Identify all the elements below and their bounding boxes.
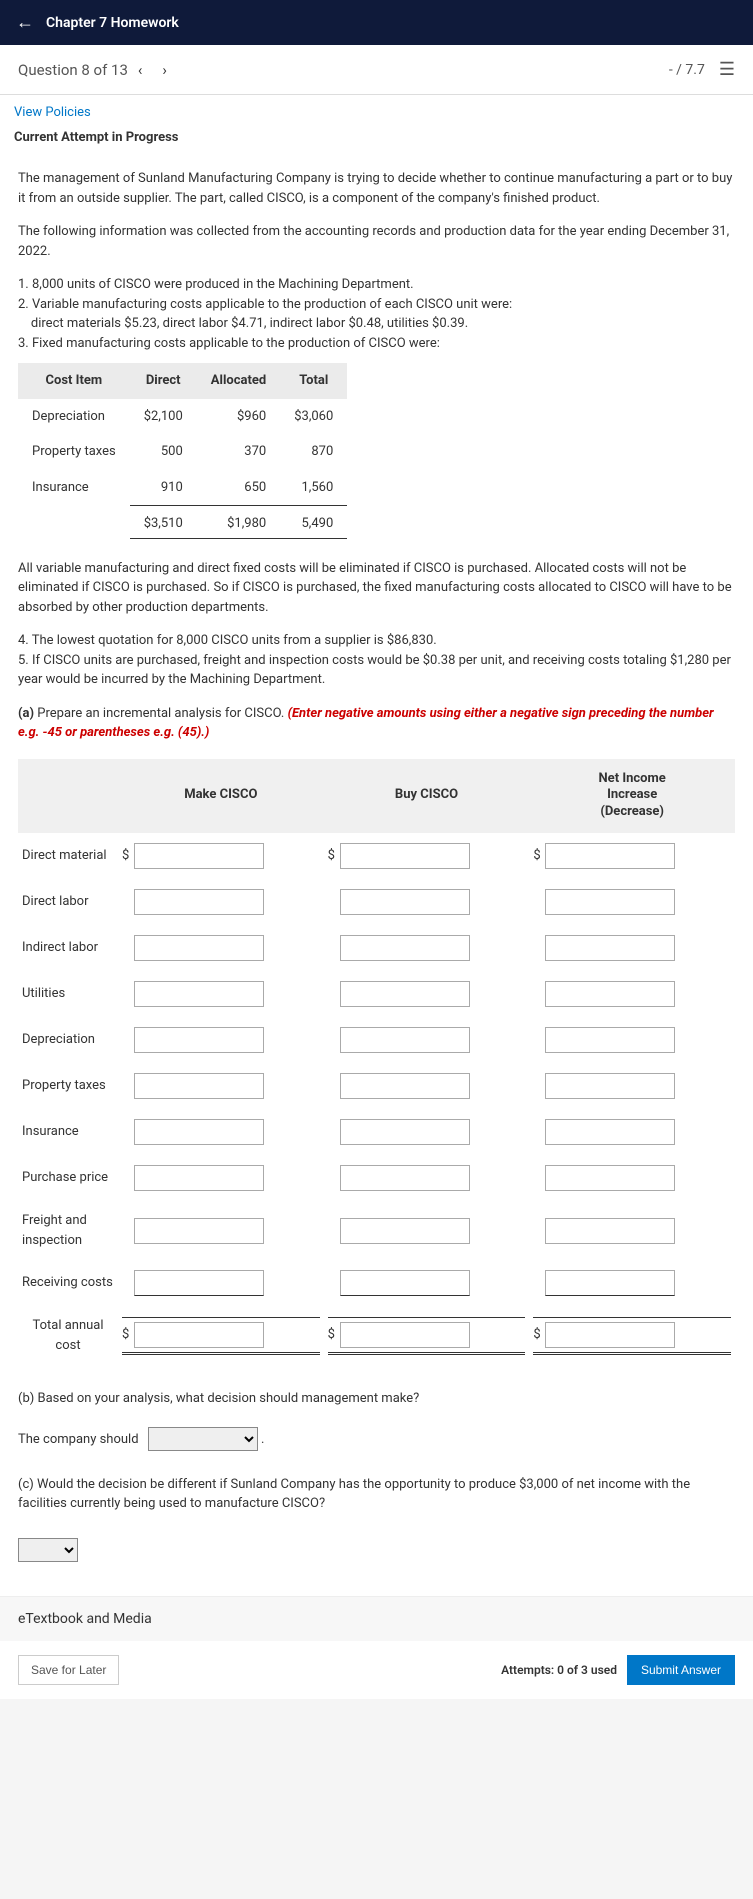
analysis-row: Direct material $ $ $: [18, 833, 735, 879]
cost-table: Cost Item Direct Allocated Total Depreci…: [18, 363, 347, 539]
analysis-col3: Net Income Increase (Decrease): [529, 759, 735, 834]
analysis-row: Utilities: [18, 971, 735, 1017]
analysis-row: Purchase price: [18, 1155, 735, 1201]
question-nav-right: - / 7.7 ☰: [669, 59, 735, 80]
buy-input-8[interactable]: [340, 1218, 470, 1244]
make-input-4[interactable]: [134, 1027, 264, 1053]
problem-l5: 5. If CISCO units are purchased, freight…: [18, 651, 735, 690]
content-wrap: View Policies Current Attempt in Progres…: [0, 95, 753, 1699]
cost-col-3: Total: [280, 363, 347, 399]
buy-input-3[interactable]: [340, 981, 470, 1007]
make-input-1[interactable]: [134, 889, 264, 915]
make-input-0[interactable]: [134, 843, 264, 869]
net-input-5[interactable]: [545, 1073, 675, 1099]
make-input-9[interactable]: [134, 1270, 264, 1296]
header-title: Chapter 7 Homework: [46, 15, 179, 31]
analysis-row: Freight and inspection: [18, 1201, 735, 1260]
question-a: (a) Prepare an incremental analysis for …: [18, 704, 735, 743]
view-policies-link[interactable]: View Policies: [0, 95, 753, 126]
problem-body: The management of Sunland Manufacturing …: [0, 155, 753, 1576]
question-bar: Question 8 of 13 ‹ › - / 7.7 ☰: [0, 45, 753, 95]
attempt-status: Current Attempt in Progress: [0, 126, 753, 155]
problem-l2: 2. Variable manufacturing costs applicab…: [18, 295, 735, 315]
analysis-col2: Buy CISCO: [324, 759, 530, 834]
make-input-3[interactable]: [134, 981, 264, 1007]
analysis-table: Make CISCO Buy CISCO Net Income Increase…: [18, 759, 735, 1366]
net-input-9[interactable]: [545, 1270, 675, 1296]
analysis-row: Depreciation: [18, 1017, 735, 1063]
net-input-2[interactable]: [545, 935, 675, 961]
question-b: (b) Based on your analysis, what decisio…: [18, 1389, 735, 1451]
problem-l3: 3. Fixed manufacturing costs applicable …: [18, 334, 735, 354]
analysis-col1: Make CISCO: [118, 759, 324, 834]
buy-input-9[interactable]: [340, 1270, 470, 1296]
analysis-row: Indirect labor: [18, 925, 735, 971]
net-input-4[interactable]: [545, 1027, 675, 1053]
analysis-row: Receiving costs: [18, 1260, 735, 1306]
question-c: (c) Would the decision be different if S…: [18, 1475, 735, 1562]
problem-l2b: direct materials $5.23, direct labor $4.…: [18, 314, 735, 334]
attempts-text: Attempts: 0 of 3 used: [501, 1663, 617, 1677]
prev-question-icon[interactable]: ‹: [138, 61, 143, 79]
make-input-5[interactable]: [134, 1073, 264, 1099]
buy-input-5[interactable]: [340, 1073, 470, 1099]
attempts-wrap: Attempts: 0 of 3 used Submit Answer: [501, 1655, 735, 1685]
question-label: Question 8 of 13: [18, 61, 128, 79]
problem-l1: 1. 8,000 units of CISCO were produced in…: [18, 275, 735, 295]
buy-input-6[interactable]: [340, 1119, 470, 1145]
make-input-8[interactable]: [134, 1218, 264, 1244]
net-input-0[interactable]: [545, 843, 675, 869]
decision-select[interactable]: [148, 1427, 258, 1451]
net-input-8[interactable]: [545, 1218, 675, 1244]
problem-p1: The management of Sunland Manufacturing …: [18, 169, 735, 208]
analysis-total-row: Total annual cost $ $ $: [18, 1306, 735, 1365]
back-arrow-icon[interactable]: ←: [16, 12, 34, 33]
make-input-2[interactable]: [134, 935, 264, 961]
save-later-button[interactable]: Save for Later: [18, 1655, 119, 1685]
cost-col-0: Cost Item: [18, 363, 130, 399]
buy-input-0[interactable]: [340, 843, 470, 869]
make-input-6[interactable]: [134, 1119, 264, 1145]
net-total[interactable]: [545, 1322, 675, 1348]
buy-input-7[interactable]: [340, 1165, 470, 1191]
net-input-3[interactable]: [545, 981, 675, 1007]
table-row: Depreciation $2,100 $960 $3,060: [18, 399, 347, 435]
cost-col-2: Allocated: [197, 363, 280, 399]
problem-p2: The following information was collected …: [18, 222, 735, 261]
submit-answer-button[interactable]: Submit Answer: [627, 1655, 735, 1685]
table-row: Insurance 910 650 1,560: [18, 470, 347, 506]
buy-total[interactable]: [340, 1322, 470, 1348]
make-total[interactable]: [134, 1322, 264, 1348]
header-bar: ← Chapter 7 Homework: [0, 0, 753, 45]
table-row: $3,510 $1,980 5,490: [18, 506, 347, 539]
question-nav-left: Question 8 of 13 ‹ ›: [18, 61, 177, 79]
analysis-row: Insurance: [18, 1109, 735, 1155]
cost-col-1: Direct: [130, 363, 197, 399]
next-question-icon[interactable]: ›: [162, 61, 167, 79]
analysis-row: Property taxes: [18, 1063, 735, 1109]
problem-p3: All variable manufacturing and direct fi…: [18, 559, 735, 618]
buy-input-2[interactable]: [340, 935, 470, 961]
net-input-6[interactable]: [545, 1119, 675, 1145]
make-input-7[interactable]: [134, 1165, 264, 1191]
net-input-1[interactable]: [545, 889, 675, 915]
buy-input-1[interactable]: [340, 889, 470, 915]
etextbook-link[interactable]: eTextbook and Media: [0, 1596, 753, 1641]
yes-no-select[interactable]: [18, 1538, 78, 1562]
question-score: - / 7.7: [669, 62, 705, 78]
problem-l4: 4. The lowest quotation for 8,000 CISCO …: [18, 631, 735, 651]
menu-icon[interactable]: ☰: [719, 59, 735, 80]
table-row: Property taxes 500 370 870: [18, 434, 347, 470]
footer-actions: Save for Later Attempts: 0 of 3 used Sub…: [0, 1641, 753, 1699]
net-input-7[interactable]: [545, 1165, 675, 1191]
buy-input-4[interactable]: [340, 1027, 470, 1053]
analysis-row: Direct labor: [18, 879, 735, 925]
